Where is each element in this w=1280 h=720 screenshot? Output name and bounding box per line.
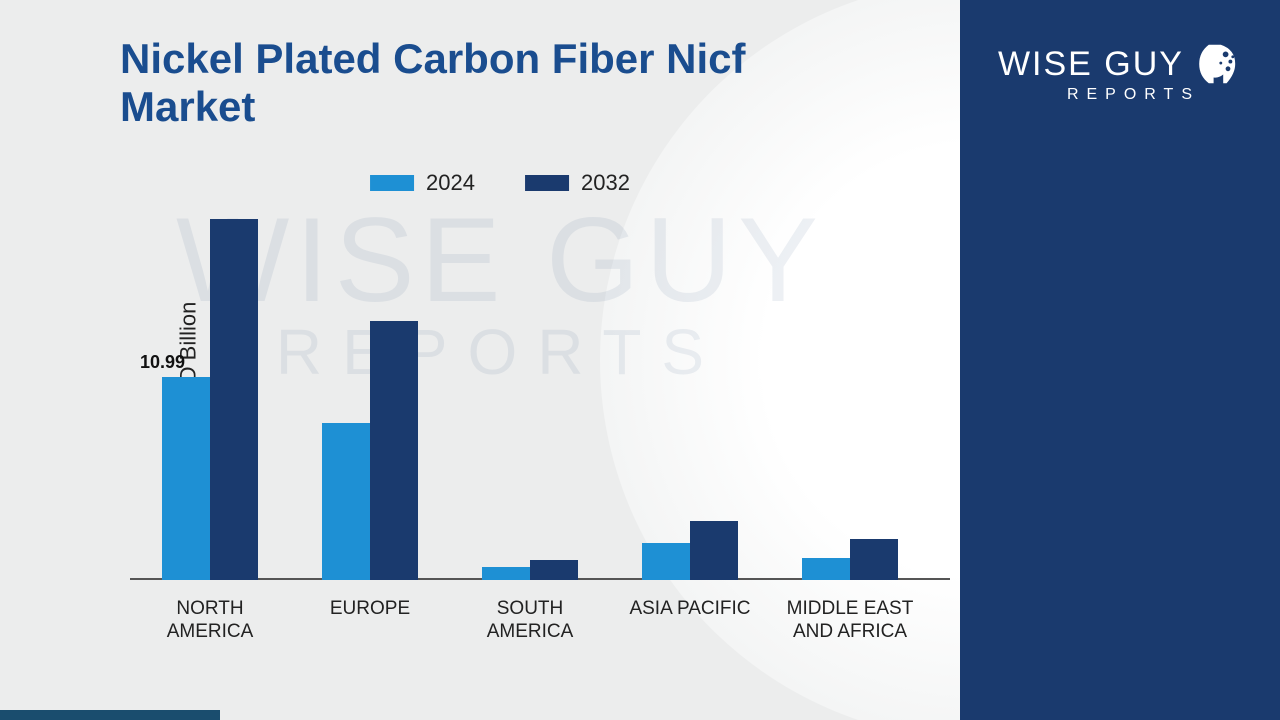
legend-label-2032: 2032	[581, 170, 630, 196]
x-axis-category-label: NORTH AMERICA	[140, 598, 280, 644]
x-axis-category-label: SOUTH AMERICA	[460, 598, 600, 644]
bar-2032	[210, 219, 258, 580]
logo-main-text: WISE GUY	[998, 45, 1184, 84]
bar-2032	[530, 560, 578, 580]
plot-region: 10.99	[130, 210, 950, 580]
bar-group	[300, 321, 440, 580]
legend-swatch-2024	[370, 175, 414, 191]
bar-2024	[642, 543, 690, 580]
bar-group	[460, 560, 600, 580]
legend-item-2024: 2024	[370, 170, 475, 196]
chart-title: Nickel Plated Carbon Fiber Nicf Market	[120, 35, 840, 132]
bar-2032	[370, 321, 418, 580]
legend-label-2024: 2024	[426, 170, 475, 196]
legend-swatch-2032	[525, 175, 569, 191]
bar-value-label: 10.99	[140, 352, 185, 373]
logo-sub-text: REPORTS	[990, 86, 1240, 104]
legend-item-2032: 2032	[525, 170, 630, 196]
bar-2024	[802, 558, 850, 580]
decorative-bottom-bar	[0, 710, 220, 720]
bar-2032	[850, 539, 898, 580]
brand-logo: WISE GUY REPORTS	[990, 40, 1240, 104]
bar-group: 10.99	[140, 219, 280, 580]
bar-2024	[322, 423, 370, 580]
bar-2024	[482, 567, 530, 580]
x-axis-labels: NORTH AMERICA EUROPE SOUTH AMERICA ASIA PAC…	[130, 590, 950, 690]
bar-group	[620, 521, 760, 580]
x-axis-category-label: ASIA PACIFIC	[620, 598, 760, 621]
x-axis-category-label: EUROPE	[300, 598, 440, 621]
legend: 2024 2032	[370, 170, 630, 196]
head-network-icon	[1192, 40, 1240, 88]
chart-area: Market Size in USD Billion 2024 2032 10.…	[50, 170, 950, 690]
x-axis-category-label: MIDDLE EAST AND AFRICA	[780, 598, 920, 644]
bar-2032	[690, 521, 738, 580]
bar-group	[780, 539, 920, 580]
bar-2024	[162, 377, 210, 580]
page-root: WISE GUY REPORTS WISE GUY REPORTS Nickel…	[0, 0, 1280, 720]
logo-main-row: WISE GUY	[990, 40, 1240, 88]
brand-side-panel	[960, 0, 1280, 720]
